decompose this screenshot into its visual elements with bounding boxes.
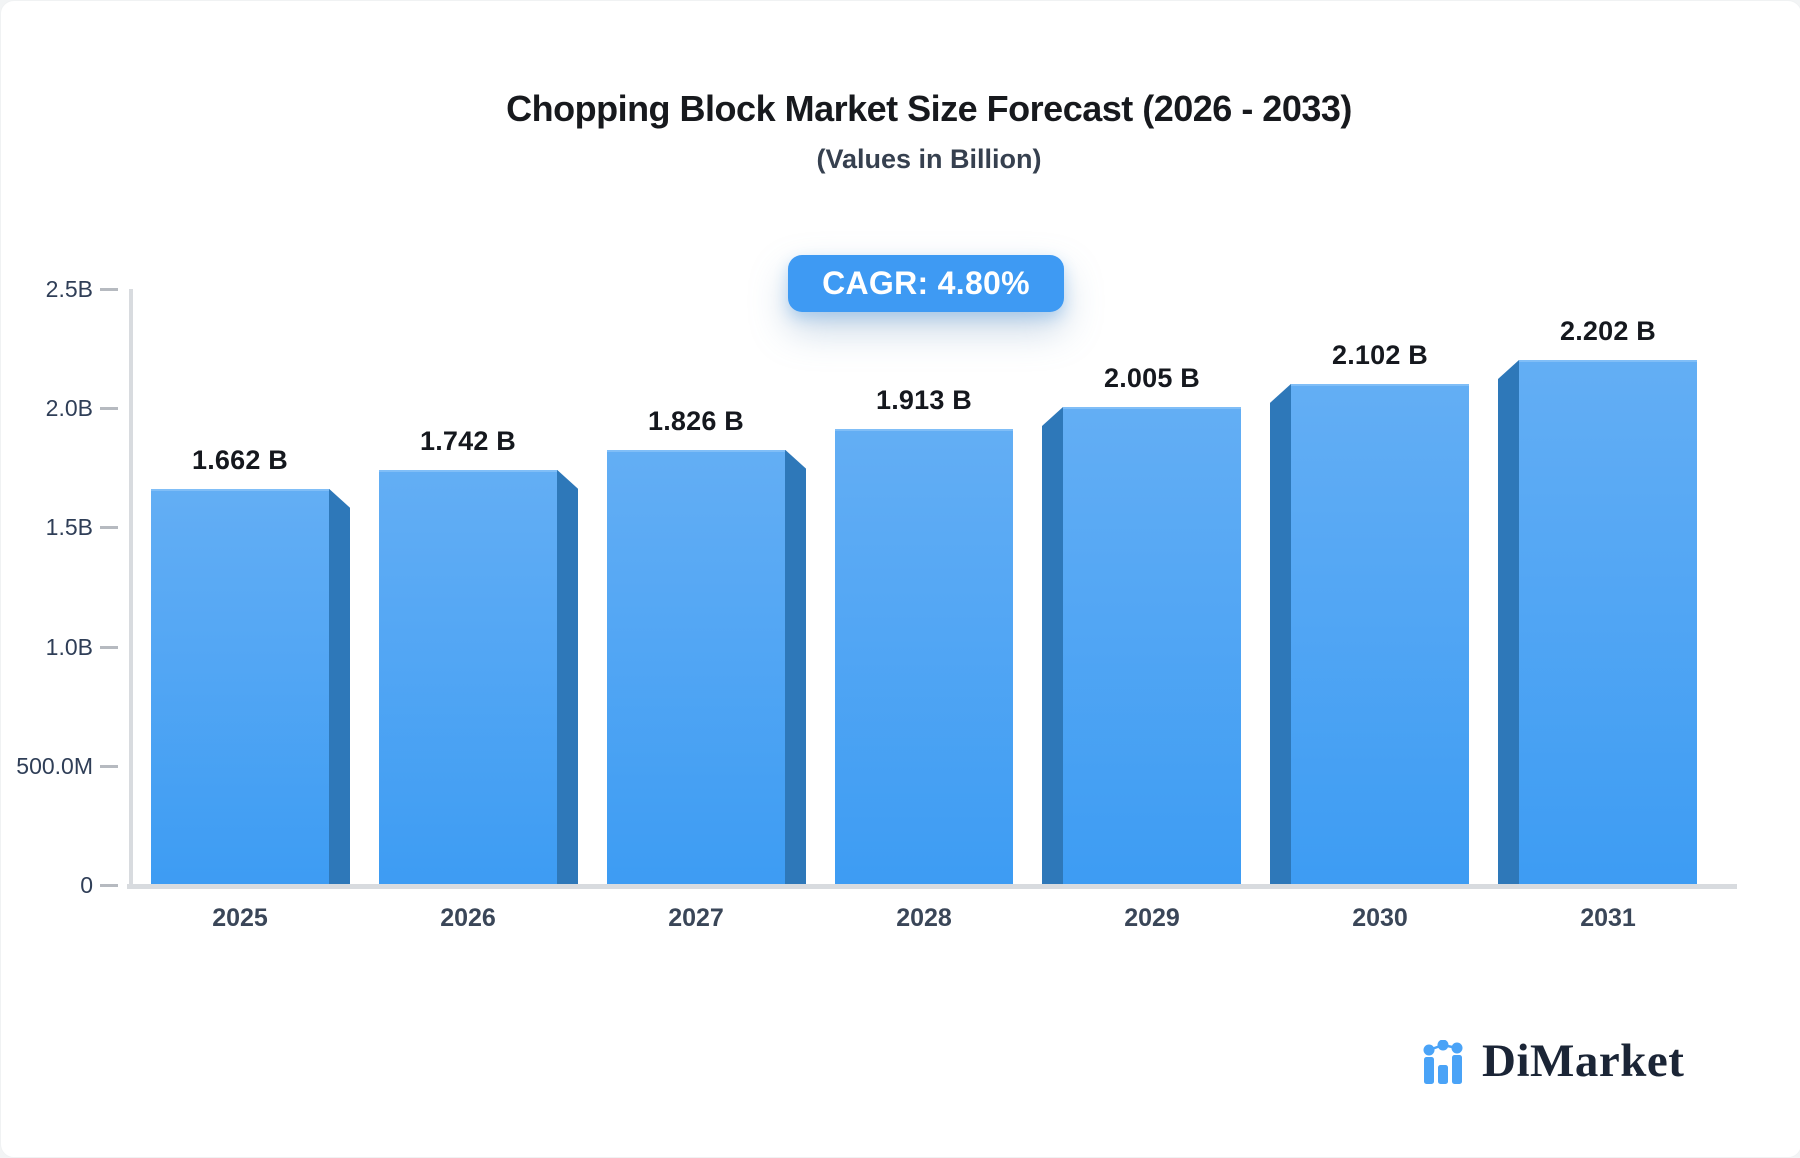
bar-value-label: 1.742 B [420,425,516,456]
bar-side-face [1498,360,1519,885]
x-axis-label: 2031 [1580,904,1636,932]
cagr-badge: CAGR: 4.80% [788,255,1064,312]
y-tick-label: 1.5B [45,514,93,541]
bar-chart-icon [1423,1040,1463,1084]
bar [1519,360,1697,885]
bar-side-face [785,449,806,885]
y-tick-label: 0 [80,872,93,898]
bar-value-label: 1.913 B [876,384,972,415]
x-axis-label: 2028 [896,904,952,932]
chart-header: Chopping Block Market Size Forecast (202… [57,87,1800,175]
bar-value-label: 1.662 B [192,444,288,475]
y-tick-label: 500.0M [16,752,93,779]
bar-side-face [1270,383,1291,885]
y-tick-mark [100,645,118,649]
x-axis-label: 2030 [1352,904,1408,932]
bar-side-face [329,488,350,885]
bar [1291,383,1469,885]
y-tick-mark [100,288,118,291]
bar-side-face [1042,407,1063,885]
y-tick-mark [100,407,118,411]
x-axis-label: 2027 [668,904,724,932]
bar-value-label: 2.102 B [1332,339,1428,370]
bar-side-face [557,469,578,885]
x-axis-label: 2026 [440,904,496,932]
page-subtitle: (Values in Billion) [816,144,1042,175]
page-title: Chopping Block Market Size Forecast (202… [506,88,1352,129]
brand-logo: DiMarket [1421,1035,1684,1093]
bar-value-label: 2.005 B [1104,363,1200,393]
y-tick-label: 2.0B [45,395,93,422]
y-tick-mark [100,526,118,530]
y-tick-label: 1.0B [45,633,93,660]
x-axis-line [127,884,1737,889]
bar-value-label: 1.826 B [648,405,744,436]
x-axis-label: 2029 [1124,904,1180,932]
bar [607,449,785,885]
y-tick-label: 2.5B [45,276,93,302]
bar [379,469,557,885]
bar [151,488,329,885]
y-tick-mark [100,884,118,887]
y-axis [129,289,133,889]
y-tick-mark [100,764,118,768]
bar [1063,407,1241,885]
x-axis-label: 2025 [212,904,268,932]
bar-value-label: 2.202 B [1560,316,1656,347]
brand-name: DiMarket [1482,1034,1685,1087]
bar [835,428,1013,885]
